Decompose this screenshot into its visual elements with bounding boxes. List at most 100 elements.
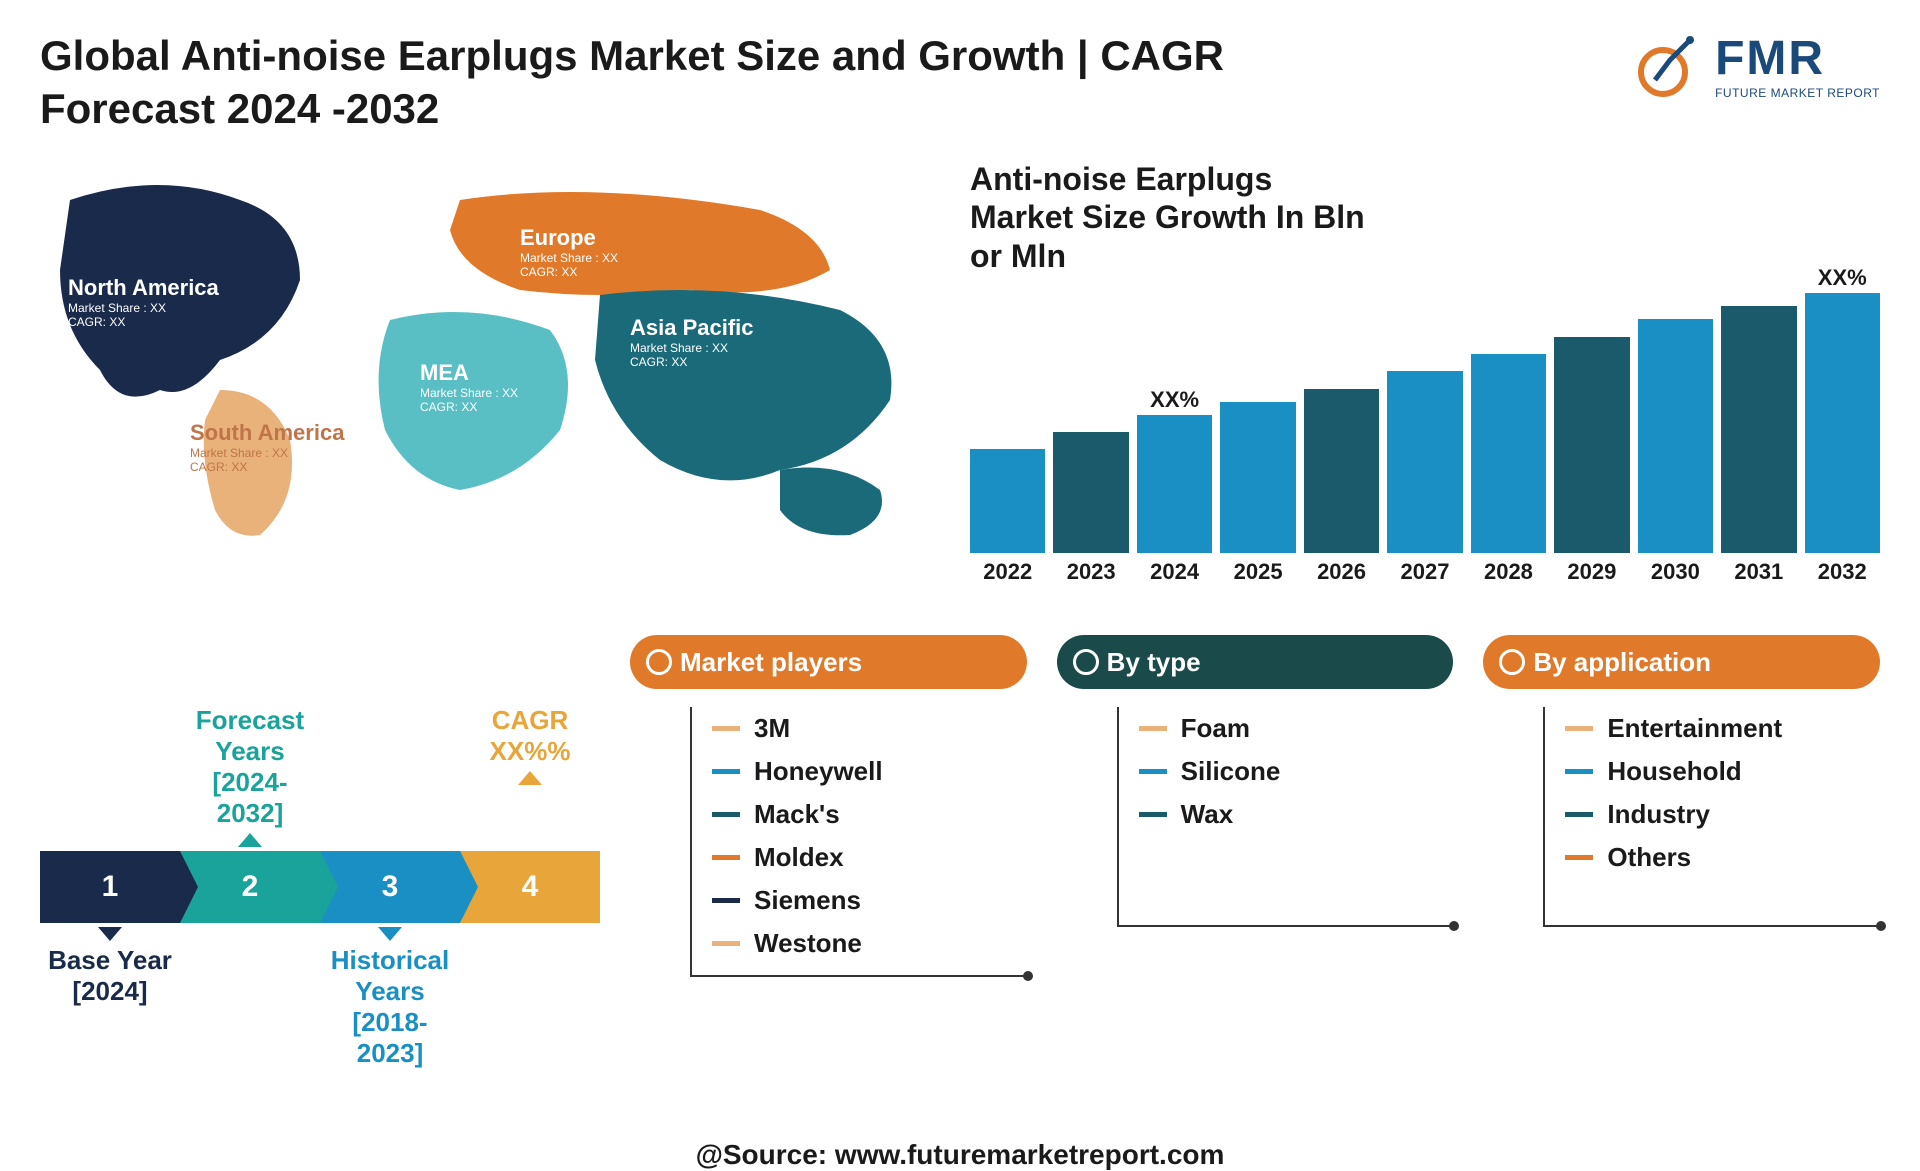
region-label-eu: EuropeMarket Share : XXCAGR: XX — [520, 225, 618, 279]
region-au — [780, 468, 882, 536]
logo-icon — [1635, 30, 1705, 100]
list-item: Mack's — [692, 793, 1027, 836]
arrow-down-icon — [98, 927, 122, 941]
list-item: Wax — [1119, 793, 1454, 836]
bar-2022: 2022 — [970, 449, 1045, 585]
bar-rect — [1721, 306, 1796, 553]
bar-rect — [1387, 371, 1462, 553]
bar-2024: XX%2024 — [1137, 415, 1212, 586]
dash-icon — [712, 726, 740, 731]
item-label: Foam — [1181, 713, 1250, 744]
arrow-up-icon — [238, 833, 262, 847]
bar-2025: 2025 — [1220, 402, 1295, 586]
item-label: Household — [1607, 756, 1741, 787]
category-0: Market players 3M Honeywell Mack's Molde… — [630, 635, 1027, 977]
dash-icon — [712, 769, 740, 774]
list-item: Moldex — [692, 836, 1027, 879]
timeline: Forecast Years[2024-2032] CAGRXX%% 1234 … — [40, 635, 600, 1069]
item-label: Westone — [754, 928, 862, 959]
bar-year-label: 2022 — [983, 559, 1032, 585]
list-item: Honeywell — [692, 750, 1027, 793]
item-label: Siemens — [754, 885, 861, 916]
map-svg — [40, 160, 940, 550]
bar-rect — [970, 449, 1045, 553]
item-label: Mack's — [754, 799, 840, 830]
category-pill: Market players — [630, 635, 1027, 689]
dash-icon — [1139, 769, 1167, 774]
item-label: Honeywell — [754, 756, 883, 787]
item-label: Silicone — [1181, 756, 1281, 787]
category-list: 3M Honeywell Mack's Moldex Siemens Westo… — [690, 707, 1027, 977]
growth-bar-chart: Anti-noise Earplugs Market Size Growth I… — [970, 160, 1880, 585]
bar-2031: 2031 — [1721, 306, 1796, 585]
bar-rect — [1304, 389, 1379, 554]
bar-year-label: 2028 — [1484, 559, 1533, 585]
dash-icon — [1139, 812, 1167, 817]
item-label: 3M — [754, 713, 790, 744]
item-label: Industry — [1607, 799, 1710, 830]
dash-icon — [712, 898, 740, 903]
bar-rect — [1053, 432, 1128, 553]
brand-logo: FMR FUTURE MARKET REPORT — [1635, 30, 1880, 100]
bar-rect — [1805, 293, 1880, 553]
category-1: By type Foam Silicone Wax — [1057, 635, 1454, 977]
bar-rect — [1471, 354, 1546, 553]
list-item: Entertainment — [1545, 707, 1880, 750]
dash-icon — [712, 812, 740, 817]
timeline-label-2: Forecast Years[2024-2032] — [180, 705, 320, 829]
bar-year-label: 2030 — [1651, 559, 1700, 585]
bar-year-label: 2025 — [1234, 559, 1283, 585]
bar-2026: 2026 — [1304, 389, 1379, 586]
bar-year-label: 2027 — [1401, 559, 1450, 585]
dash-icon — [712, 941, 740, 946]
logo-sub-text: FUTURE MARKET REPORT — [1715, 86, 1880, 100]
bar-2032: XX%2032 — [1805, 293, 1880, 585]
item-label: Others — [1607, 842, 1691, 873]
bar-rect — [1137, 415, 1212, 554]
region-label-ap: Asia PacificMarket Share : XXCAGR: XX — [630, 315, 754, 369]
list-item: 3M — [692, 707, 1027, 750]
bar-2028: 2028 — [1471, 354, 1546, 585]
bar-top-label: XX% — [1150, 387, 1199, 413]
region-eu — [450, 192, 830, 295]
timeline-label-4: CAGRXX%% — [460, 705, 600, 767]
list-item: Others — [1545, 836, 1880, 879]
dash-icon — [1565, 726, 1593, 731]
bar-year-label: 2023 — [1067, 559, 1116, 585]
category-pill: By application — [1483, 635, 1880, 689]
source-text: @Source: www.futuremarketreport.com — [40, 1139, 1880, 1171]
region-label-na: North AmericaMarket Share : XXCAGR: XX — [68, 275, 219, 329]
chart-title: Anti-noise Earplugs Market Size Growth I… — [970, 160, 1370, 275]
timeline-segment-4: 4 — [460, 851, 600, 923]
bar-year-label: 2024 — [1150, 559, 1199, 585]
item-label: Entertainment — [1607, 713, 1782, 744]
bar-2027: 2027 — [1387, 371, 1462, 585]
item-label: Moldex — [754, 842, 844, 873]
bar-year-label: 2032 — [1818, 559, 1867, 585]
bar-2023: 2023 — [1053, 432, 1128, 585]
category-list: Entertainment Household Industry Others — [1543, 707, 1880, 927]
bar-year-label: 2029 — [1567, 559, 1616, 585]
bar-rect — [1220, 402, 1295, 554]
list-item: Westone — [692, 922, 1027, 965]
region-label-mea: MEAMarket Share : XXCAGR: XX — [420, 360, 518, 414]
bar-year-label: 2026 — [1317, 559, 1366, 585]
list-item: Industry — [1545, 793, 1880, 836]
bar-2029: 2029 — [1554, 337, 1629, 586]
list-item: Foam — [1119, 707, 1454, 750]
timeline-segment-3: 3 — [320, 851, 460, 923]
dash-icon — [1139, 726, 1167, 731]
arrow-down-icon — [378, 927, 402, 941]
category-pill: By type — [1057, 635, 1454, 689]
item-label: Wax — [1181, 799, 1234, 830]
list-item: Household — [1545, 750, 1880, 793]
bar-year-label: 2031 — [1734, 559, 1783, 585]
bar-2030: 2030 — [1638, 319, 1713, 585]
page-title: Global Anti-noise Earplugs Market Size a… — [40, 30, 1340, 135]
dash-icon — [1565, 855, 1593, 860]
bar-rect — [1554, 337, 1629, 554]
dash-icon — [1565, 769, 1593, 774]
timeline-segment-2: 2 — [180, 851, 320, 923]
list-item: Silicone — [1119, 750, 1454, 793]
dash-icon — [1565, 812, 1593, 817]
